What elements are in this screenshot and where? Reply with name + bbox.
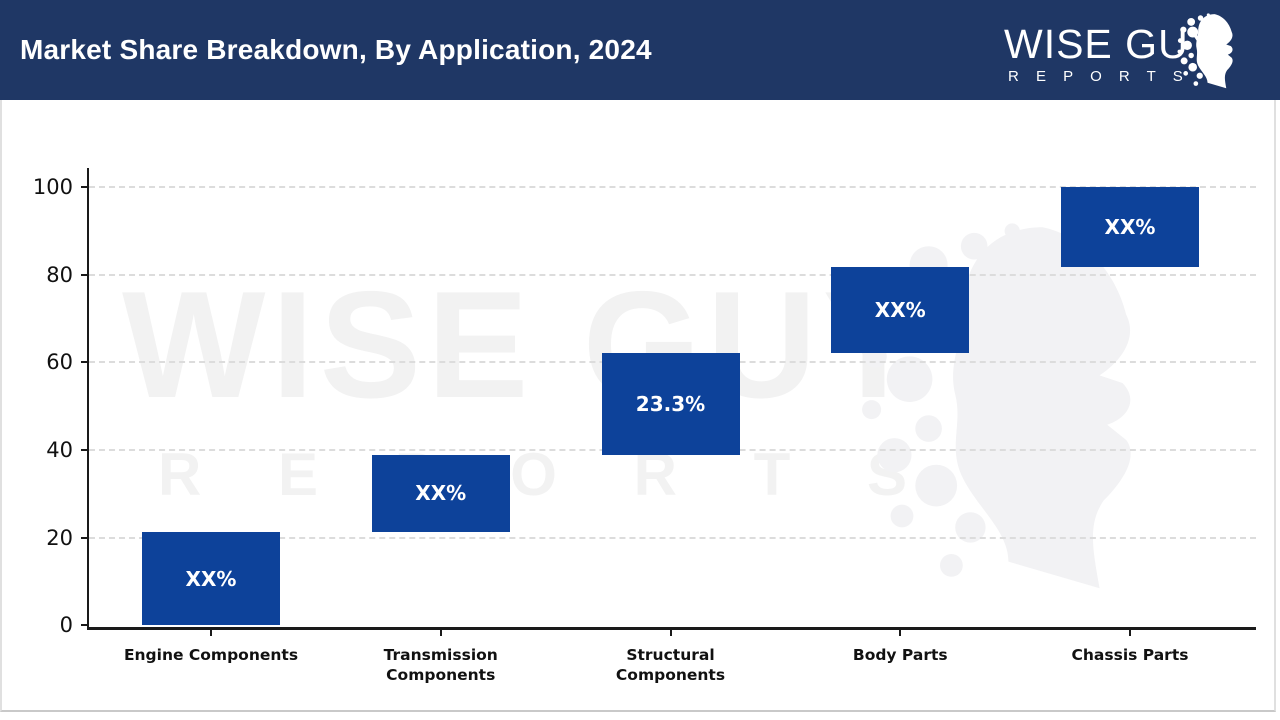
y-tick-label: 0 [59,613,73,638]
x-tick-mark [899,628,902,637]
x-tick-mark [439,628,442,637]
x-tick-mark [210,628,212,637]
bar-value-label: XX% [415,481,467,506]
gridline [89,273,1256,276]
watermark-text-line1: WISE GUY [122,260,931,430]
header-bar: Market Share Breakdown, By Application, … [0,0,1280,100]
gridline [89,536,1256,539]
y-tick-mark [81,186,89,188]
logo-graphic: WISE GUY R E P O R T S [1004,13,1233,89]
gridline [89,186,1256,188]
y-axis-line [87,168,89,630]
x-tick-label: Chassis Parts [1071,646,1189,664]
y-tick-label: 80 [46,262,73,287]
page-title: Market Share Breakdown, By Application, … [20,34,652,65]
bar-value-label: XX% [874,297,926,322]
x-tick-label: Body Parts [852,646,948,664]
y-tick-mark [81,449,89,452]
x-tick-mark [669,628,672,637]
y-tick-mark [81,361,89,364]
x-tick-mark [1129,628,1131,637]
watermark-text-line2: R E P O R T S [158,441,937,508]
y-tick-label: 20 [46,525,73,550]
y-tick-mark [81,536,89,539]
logo-text-line2: R E P O R T S [1008,68,1189,85]
x-axis-line [87,627,1256,630]
y-tick-label: 40 [46,438,73,463]
y-tick-mark [81,273,89,276]
wise-guy-reports-logo: WISE GUY R E P O R T S [1002,8,1252,92]
y-tick-label: 60 [46,350,73,375]
bar-engine-components: XX% [142,532,280,626]
bar-value-label: XX% [185,566,237,591]
x-tick-label: Structural Components [615,646,726,685]
bar-structural-components: 23.3% [601,352,740,455]
bar-transmission-components: XX% [371,454,510,533]
y-tick-mark [81,624,89,627]
bar-value-label: XX% [1104,214,1156,239]
y-tick-label: 100 [32,175,73,199]
bar-chassis-parts: XX% [1061,187,1199,267]
bar-body-parts: XX% [831,266,970,353]
bar-value-label: 23.3% [635,391,706,416]
x-tick-label: Transmission Components [383,646,498,685]
x-tick-label: Engine Components [123,646,299,664]
